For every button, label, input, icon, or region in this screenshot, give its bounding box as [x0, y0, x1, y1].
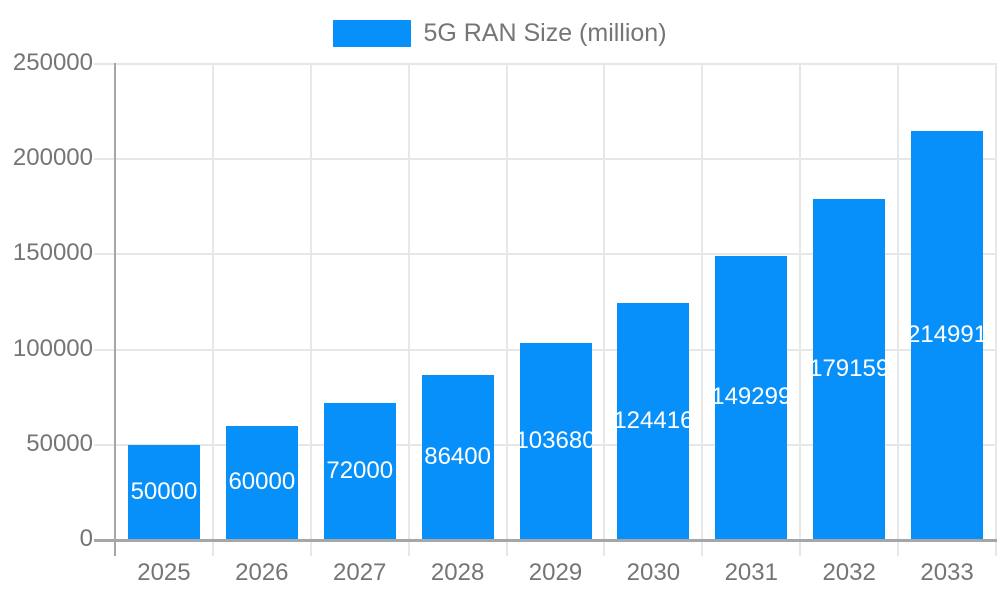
v-gridline	[309, 63, 312, 556]
bar-value-label: 50000	[130, 477, 198, 505]
bar-2032[interactable]: 179159	[813, 198, 886, 539]
bar-value-label: 72000	[326, 456, 394, 484]
bar-value-label: 214991	[911, 320, 984, 348]
y-tick-label: 250000	[12, 49, 93, 76]
chart-legend[interactable]: 5G RAN Size (million)	[0, 19, 1000, 47]
bar-2029[interactable]: 103680	[519, 342, 592, 539]
bar-value-label: 103680	[519, 426, 592, 454]
bar-2028[interactable]: 86400	[421, 375, 494, 539]
v-gridline	[603, 63, 606, 556]
bar-2025[interactable]: 50000	[127, 444, 200, 539]
x-tick-label: 2027	[333, 559, 387, 586]
legend-label: 5G RAN Size (million)	[423, 19, 667, 47]
x-tick-label: 2028	[430, 559, 485, 586]
x-tick-label: 2031	[724, 559, 778, 586]
x-tick-label: 2029	[528, 559, 583, 586]
legend-swatch-icon	[333, 19, 412, 47]
y-axis-line	[114, 63, 116, 556]
v-gridline	[211, 63, 214, 556]
bar-value-label: 149299	[715, 383, 788, 411]
bar-2031[interactable]: 149299	[715, 255, 788, 539]
y-tick-label: 50000	[26, 429, 93, 457]
y-tick-label: 0	[79, 525, 93, 552]
bar-value-label: 179159	[813, 354, 886, 382]
x-tick-label: 2025	[137, 559, 191, 586]
h-gridline	[94, 63, 997, 65]
bar-2030[interactable]: 124416	[617, 303, 690, 539]
bar-2027[interactable]: 72000	[323, 402, 396, 539]
v-gridline	[407, 63, 410, 556]
bar-value-label: 86400	[424, 443, 491, 471]
bar-2026[interactable]: 60000	[225, 425, 298, 539]
y-tick-label: 100000	[12, 334, 93, 362]
h-gridline	[94, 253, 997, 256]
x-tick-label: 2032	[822, 559, 876, 586]
v-gridline	[799, 63, 802, 556]
bar-value-label: 60000	[228, 468, 296, 496]
x-tick-label: 2030	[626, 559, 681, 586]
v-gridline	[897, 63, 900, 556]
y-tick-label: 150000	[12, 239, 93, 267]
bar-2033[interactable]: 214991	[911, 130, 984, 539]
v-gridline	[505, 63, 508, 556]
h-gridline	[94, 158, 997, 161]
bar-value-label: 124416	[617, 407, 690, 435]
y-tick-label: 200000	[12, 144, 93, 172]
x-axis-line	[94, 539, 997, 542]
v-gridline	[701, 63, 704, 556]
v-gridline	[995, 63, 997, 556]
x-tick-label: 2033	[920, 559, 974, 586]
x-tick-label: 2026	[235, 559, 289, 586]
